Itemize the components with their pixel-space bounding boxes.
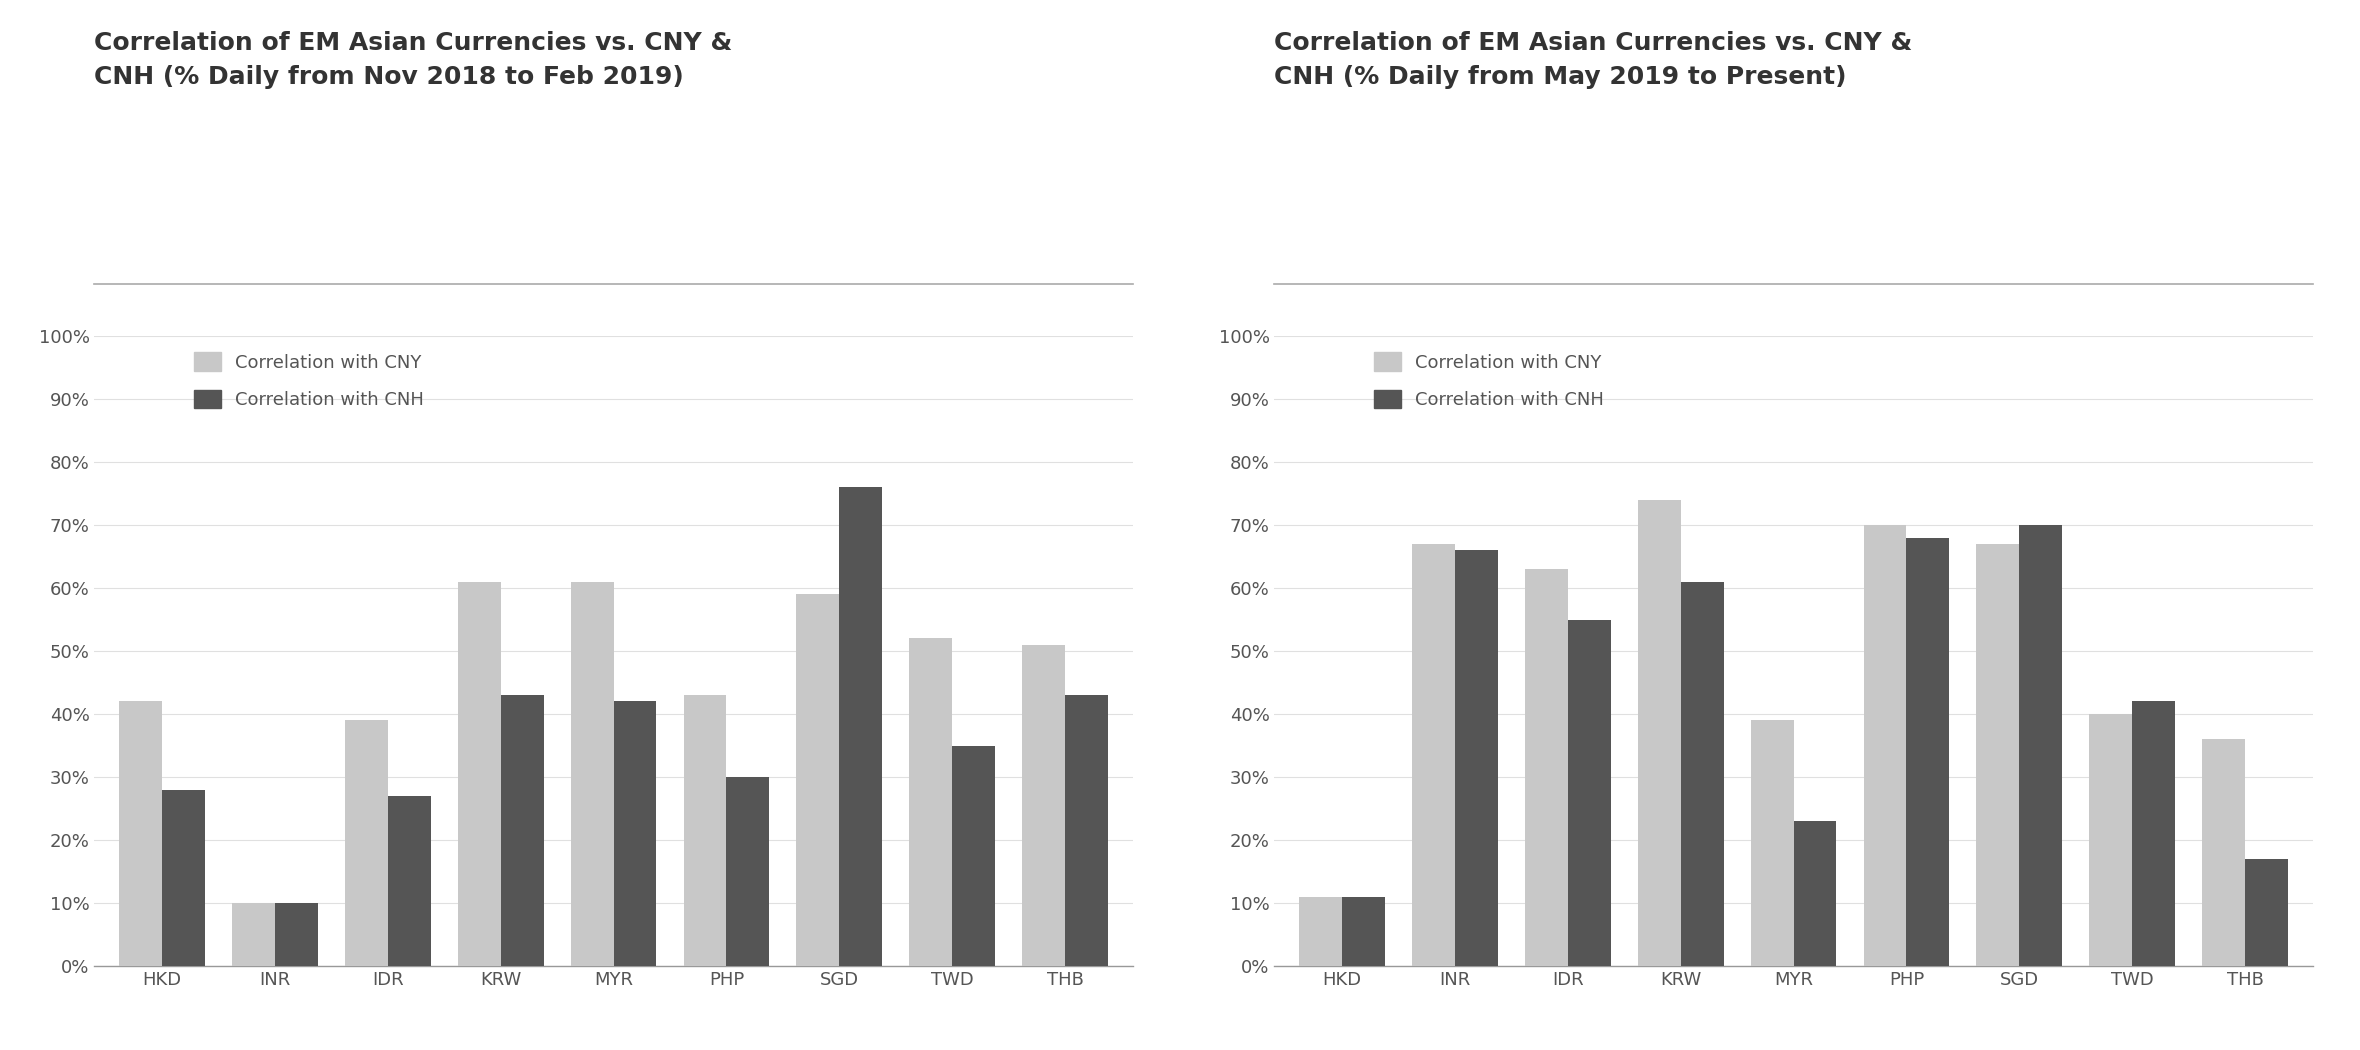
Bar	[2020, 525, 2063, 966]
Bar	[1300, 897, 1343, 966]
Bar	[345, 720, 387, 966]
Bar	[276, 903, 319, 966]
Bar	[727, 777, 769, 966]
Bar	[1567, 620, 1612, 966]
Bar	[1064, 695, 1107, 966]
Text: Correlation of EM Asian Currencies vs. CNY &
CNH (% Daily from May 2019 to Prese: Correlation of EM Asian Currencies vs. C…	[1274, 32, 1912, 89]
Text: Correlation of EM Asian Currencies vs. CNY &
CNH (% Daily from Nov 2018 to Feb 2: Correlation of EM Asian Currencies vs. C…	[94, 32, 732, 89]
Bar	[571, 582, 614, 966]
Bar	[1975, 544, 2020, 966]
Bar	[909, 638, 951, 966]
Bar	[840, 487, 883, 966]
Bar	[163, 790, 205, 966]
Bar	[614, 701, 656, 966]
Bar	[231, 903, 276, 966]
Bar	[684, 695, 727, 966]
Bar	[2202, 739, 2244, 966]
Bar	[1411, 544, 1456, 966]
Bar	[120, 701, 163, 966]
Bar	[500, 695, 543, 966]
Bar	[1525, 569, 1567, 966]
Bar	[1794, 821, 1836, 966]
Bar	[458, 582, 500, 966]
Bar	[1680, 582, 1723, 966]
Bar	[2089, 714, 2131, 966]
Bar	[1343, 897, 1385, 966]
Bar	[795, 594, 840, 966]
Bar	[951, 746, 996, 966]
Legend: Correlation with CNY, Correlation with CNH: Correlation with CNY, Correlation with C…	[1366, 345, 1612, 416]
Bar	[1638, 500, 1680, 966]
Bar	[1751, 720, 1794, 966]
Bar	[2131, 701, 2176, 966]
Bar	[1864, 525, 1907, 966]
Bar	[1907, 538, 1949, 966]
Bar	[2244, 859, 2287, 966]
Bar	[1456, 550, 1499, 966]
Bar	[1022, 645, 1064, 966]
Bar	[387, 796, 432, 966]
Legend: Correlation with CNY, Correlation with CNH: Correlation with CNY, Correlation with C…	[186, 345, 432, 416]
